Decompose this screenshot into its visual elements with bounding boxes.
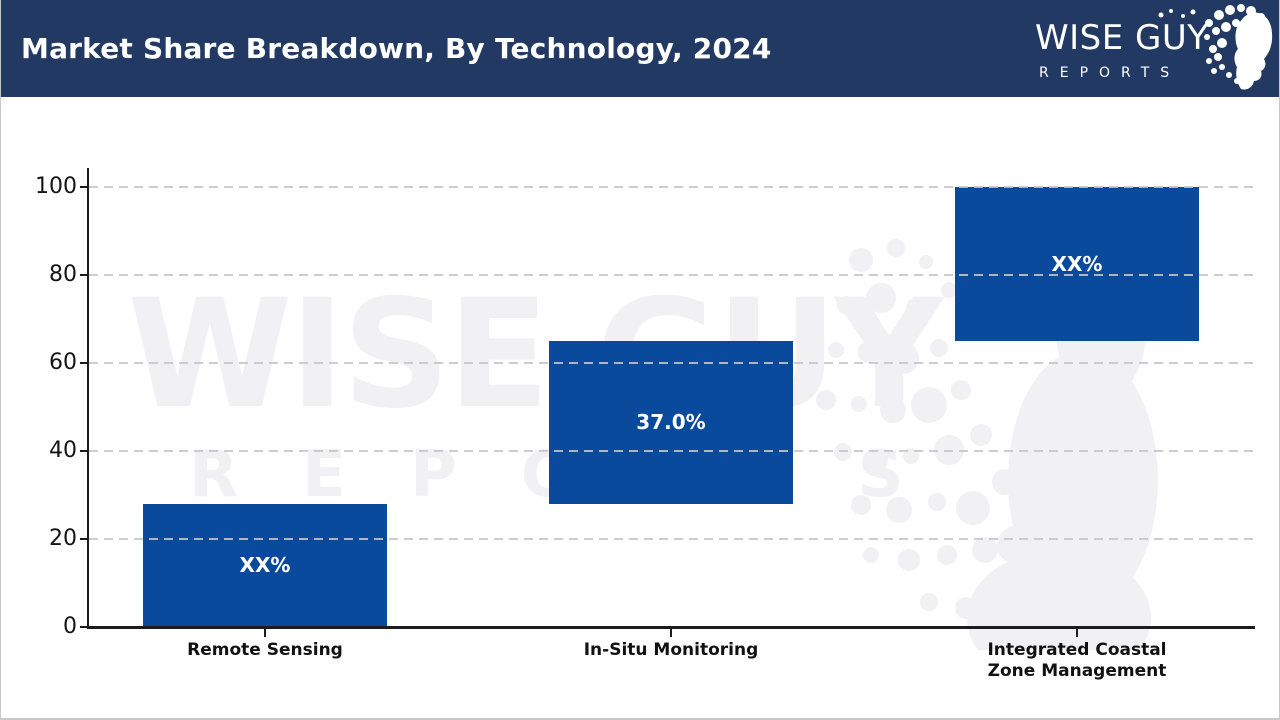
x-axis-category-label: Integrated Coastal Zone Management	[987, 640, 1167, 681]
logo-subtitle: REPORTS	[1039, 65, 1180, 81]
logo-wordmark: WISE GUY	[1035, 18, 1209, 58]
gridline	[89, 538, 1254, 540]
bar-value-label: XX%	[239, 553, 291, 578]
y-axis-tick-label: 100	[35, 174, 77, 199]
x-axis-category-label: In-Situ Monitoring	[583, 640, 759, 660]
logo-face-profile	[1234, 12, 1273, 90]
y-axis-tick	[80, 274, 88, 276]
bar-value-label: 37.0%	[636, 410, 706, 435]
gridline	[89, 450, 1254, 452]
x-axis-line	[87, 626, 1255, 629]
y-axis-tick-label: 40	[49, 438, 77, 463]
logo-graphic: WISE GUY REPORTS	[1035, 4, 1273, 90]
gridline	[89, 274, 1254, 276]
bar-value-label: XX%	[1051, 252, 1103, 276]
gridline	[89, 186, 1254, 188]
wise-guy-reports-logo: WISE GUY REPORTS	[1023, 3, 1273, 95]
y-axis-tick	[80, 626, 88, 628]
y-axis-tick	[80, 186, 88, 188]
y-axis-tick-label: 80	[49, 262, 77, 287]
y-axis-tick-label: 60	[49, 350, 77, 375]
y-axis-tick	[80, 538, 88, 540]
x-axis-tick	[670, 629, 672, 637]
x-axis-category-label: Remote Sensing	[187, 640, 343, 660]
watermark-wordmark: WISE GUY	[127, 268, 944, 442]
x-axis-tick	[264, 629, 266, 637]
y-axis-tick-label: 20	[49, 526, 77, 551]
bar	[549, 341, 793, 504]
header: Market Share Breakdown, By Technology, 2…	[1, 0, 1279, 97]
y-axis-tick	[80, 450, 88, 452]
bar	[955, 187, 1199, 341]
page-title: Market Share Breakdown, By Technology, 2…	[21, 32, 772, 65]
bar	[143, 503, 387, 627]
gridline	[89, 362, 1254, 364]
y-axis-tick	[80, 362, 88, 364]
y-axis-line	[87, 168, 89, 628]
y-axis-tick-label: 0	[63, 614, 77, 639]
x-axis-tick	[1076, 629, 1078, 637]
